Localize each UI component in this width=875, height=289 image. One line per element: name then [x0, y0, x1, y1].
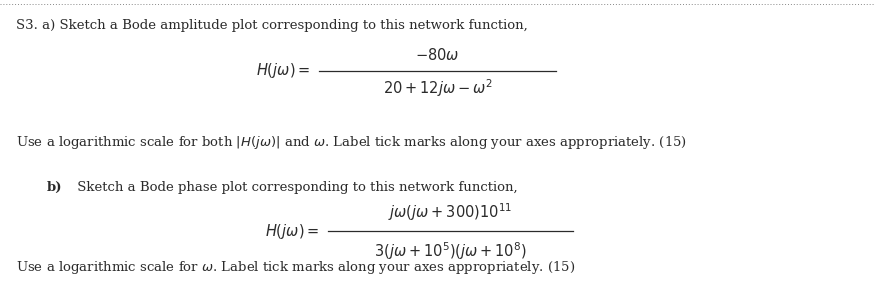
Text: Sketch a Bode phase plot corresponding to this network function,: Sketch a Bode phase plot corresponding t… [73, 181, 517, 194]
Text: $3(j\omega + 10^5)(j\omega + 10^8)$: $3(j\omega + 10^5)(j\omega + 10^8)$ [374, 240, 527, 262]
Text: b): b) [46, 181, 62, 194]
Text: $j\omega(j\omega + 300)10^{11}$: $j\omega(j\omega + 300)10^{11}$ [388, 201, 513, 223]
Text: $H(j\omega) = $: $H(j\omega) = $ [265, 222, 319, 241]
Text: S3. a) Sketch a Bode amplitude plot corresponding to this network function,: S3. a) Sketch a Bode amplitude plot corr… [16, 19, 528, 32]
Text: $20 + 12j\omega - \omega^2$: $20 + 12j\omega - \omega^2$ [382, 77, 493, 99]
Text: Use a logarithmic scale for both $|H(j\omega)|$ and $\omega$. Label tick marks a: Use a logarithmic scale for both $|H(j\o… [16, 134, 687, 151]
Text: Use a logarithmic scale for $\omega$. Label tick marks along your axes appropria: Use a logarithmic scale for $\omega$. La… [16, 259, 575, 276]
Text: $H(j\omega) = $: $H(j\omega) = $ [256, 61, 311, 80]
Text: $-80\omega$: $-80\omega$ [416, 47, 459, 63]
